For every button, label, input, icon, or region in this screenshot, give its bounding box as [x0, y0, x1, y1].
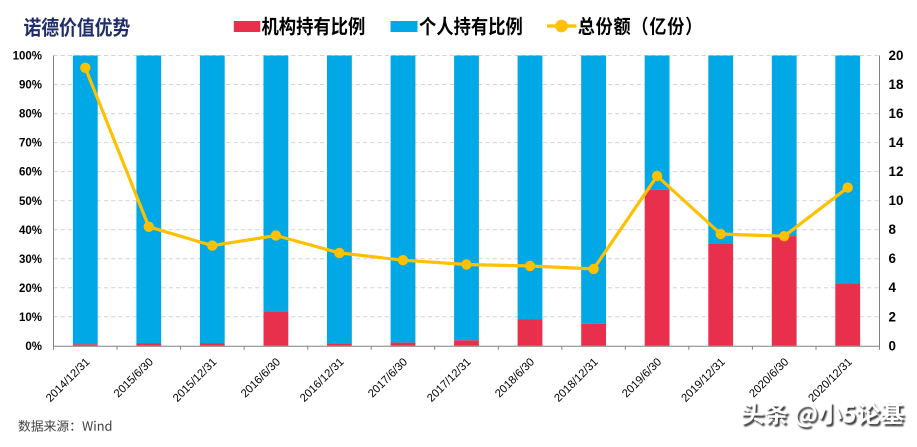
- svg-text:100%: 100%: [13, 51, 42, 63]
- svg-text:18: 18: [889, 77, 904, 92]
- svg-text:20%: 20%: [19, 283, 42, 295]
- svg-text:4: 4: [889, 280, 897, 295]
- svg-text:8: 8: [889, 222, 897, 237]
- svg-text:16: 16: [889, 106, 904, 121]
- svg-text:0: 0: [889, 338, 896, 353]
- svg-text:2: 2: [889, 309, 896, 324]
- svg-text:20: 20: [889, 48, 904, 63]
- svg-text:6: 6: [889, 251, 896, 266]
- svg-text:40%: 40%: [19, 225, 42, 237]
- svg-text:12: 12: [889, 164, 904, 179]
- svg-text:10: 10: [889, 193, 904, 208]
- svg-text:30%: 30%: [19, 254, 42, 266]
- svg-text:60%: 60%: [19, 167, 42, 179]
- svg-text:70%: 70%: [19, 138, 42, 150]
- svg-text:90%: 90%: [19, 80, 42, 92]
- svg-text:80%: 80%: [19, 109, 42, 121]
- svg-text:10%: 10%: [19, 312, 42, 324]
- svg-text:0%: 0%: [25, 341, 42, 353]
- svg-text:50%: 50%: [19, 196, 42, 208]
- svg-text:14: 14: [889, 135, 904, 150]
